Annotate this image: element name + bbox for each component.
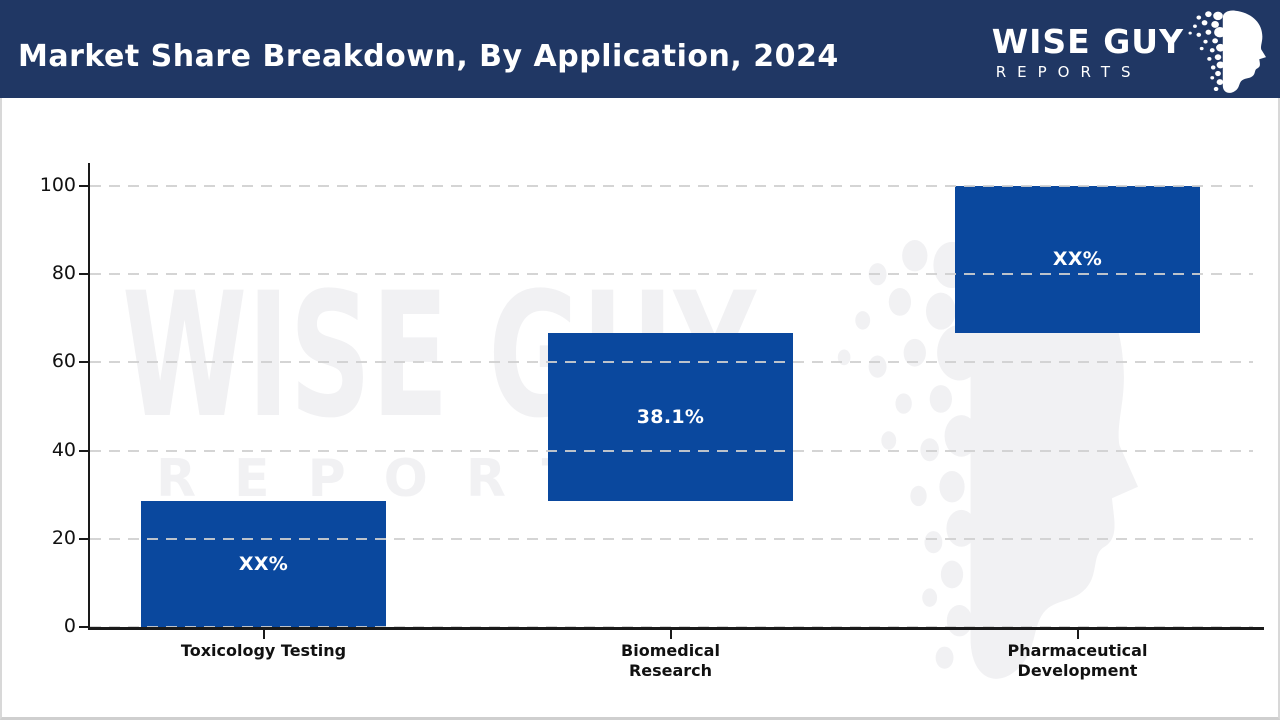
x-axis-spine <box>88 627 1264 630</box>
y-tick-mark-20 <box>79 537 88 540</box>
x-tick-mark-1 <box>669 630 672 639</box>
y-tick-label-80: 80 <box>51 262 76 285</box>
x-tick-label-1: Biomedical Research <box>621 641 720 681</box>
page-title: Market Share Breakdown, By Application, … <box>18 38 839 74</box>
bar-biomedical-research: 38.1% <box>548 332 793 501</box>
brand-subtitle: REPORTS <box>995 62 1142 81</box>
gridline-60 <box>90 361 1253 364</box>
x-tick-mark-0 <box>262 630 265 639</box>
wise-guy-face-icon <box>1188 10 1266 93</box>
y-tick-mark-40 <box>79 449 88 452</box>
y-tick-mark-80 <box>79 273 88 276</box>
bar-value-label: 38.1% <box>636 405 705 428</box>
brand-logo-text: WISE GUY REPORTS <box>992 25 1184 80</box>
brand-logo: WISE GUY REPORTS <box>992 3 1266 95</box>
x-tick-label-0: Toxicology Testing <box>180 641 347 660</box>
y-tick-mark-0 <box>79 626 88 628</box>
bar-pharmaceutical-development: XX% <box>955 186 1200 333</box>
y-tick-label-40: 40 <box>51 438 76 461</box>
bar-toxicology-testing: XX% <box>141 500 386 627</box>
y-tick-label-100: 100 <box>39 174 76 196</box>
y-tick-label-20: 20 <box>51 526 76 549</box>
y-axis-spine <box>88 163 90 629</box>
gridline-20 <box>90 537 1253 540</box>
gridline-40 <box>90 449 1253 452</box>
header: Market Share Breakdown, By Application, … <box>0 0 1280 98</box>
bar-value-label: XX% <box>1052 248 1103 271</box>
y-tick-label-60: 60 <box>51 350 76 373</box>
y-tick-mark-100 <box>79 185 88 187</box>
bar-value-label: XX% <box>238 552 289 575</box>
gridline-80 <box>90 273 1253 276</box>
y-tick-mark-60 <box>79 361 88 364</box>
brand-name: WISE GUY <box>991 21 1184 61</box>
y-tick-label-0: 0 <box>63 615 76 637</box>
gridline-100 <box>90 185 1253 187</box>
x-tick-label-2: Pharmaceutical Development <box>1007 641 1148 681</box>
x-tick-mark-2 <box>1076 630 1079 639</box>
